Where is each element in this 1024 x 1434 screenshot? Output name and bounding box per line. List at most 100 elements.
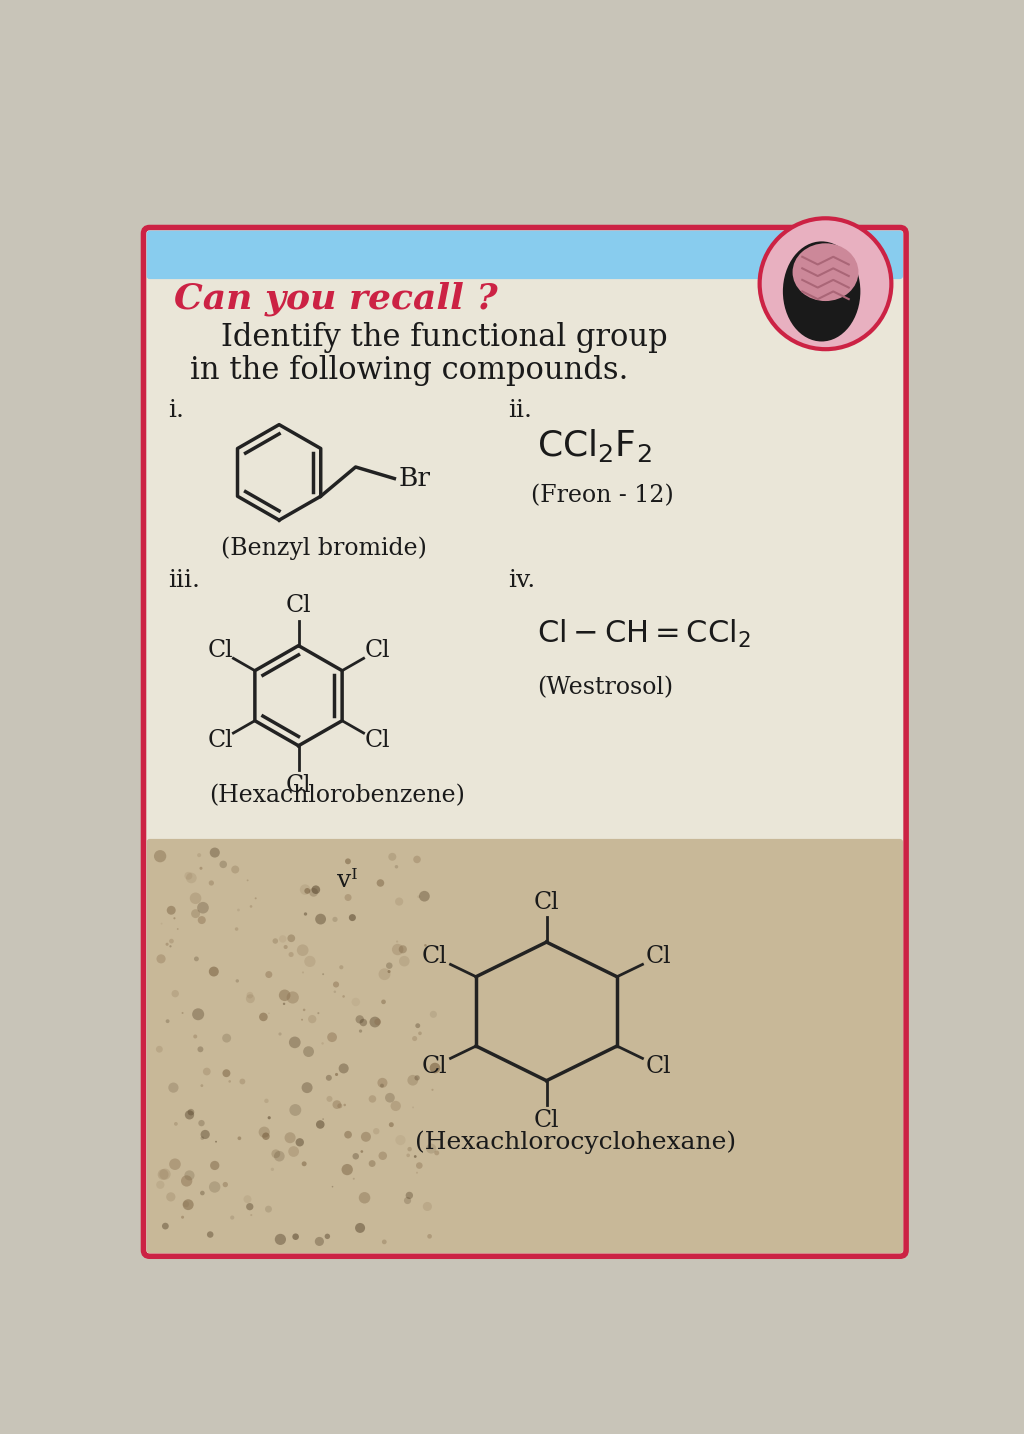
Circle shape: [355, 1223, 366, 1233]
Circle shape: [169, 1159, 181, 1170]
Circle shape: [415, 1076, 420, 1080]
Circle shape: [182, 1200, 189, 1207]
Circle shape: [173, 918, 175, 919]
Text: (Benzyl bromide): (Benzyl bromide): [221, 536, 427, 559]
Circle shape: [427, 1235, 432, 1239]
Circle shape: [285, 1133, 296, 1143]
Circle shape: [414, 1156, 417, 1157]
Circle shape: [332, 1186, 333, 1187]
Circle shape: [177, 928, 178, 929]
Circle shape: [259, 1127, 269, 1137]
Circle shape: [230, 1216, 234, 1220]
Circle shape: [314, 1238, 324, 1246]
Circle shape: [288, 1146, 299, 1157]
Circle shape: [157, 954, 166, 964]
FancyBboxPatch shape: [146, 231, 903, 280]
Circle shape: [373, 1129, 380, 1134]
Circle shape: [270, 1167, 274, 1172]
Circle shape: [290, 1104, 301, 1116]
Circle shape: [303, 1047, 314, 1057]
Circle shape: [352, 1153, 359, 1160]
Circle shape: [385, 1093, 395, 1103]
Circle shape: [279, 1032, 282, 1035]
Circle shape: [394, 865, 398, 869]
Circle shape: [416, 1024, 420, 1028]
Circle shape: [259, 1012, 267, 1021]
Circle shape: [156, 1045, 163, 1053]
Circle shape: [389, 1123, 394, 1127]
Circle shape: [430, 1063, 440, 1073]
Text: Cl: Cl: [422, 945, 447, 968]
Circle shape: [378, 1078, 387, 1088]
Circle shape: [201, 1084, 204, 1087]
Circle shape: [228, 1080, 231, 1083]
Circle shape: [303, 1008, 305, 1011]
Circle shape: [344, 893, 351, 901]
Circle shape: [311, 885, 321, 893]
Circle shape: [284, 945, 288, 949]
Circle shape: [194, 956, 199, 961]
Circle shape: [240, 1078, 246, 1084]
Circle shape: [174, 1121, 178, 1126]
Circle shape: [166, 1192, 175, 1202]
Circle shape: [222, 1182, 228, 1187]
Circle shape: [200, 1190, 205, 1196]
Circle shape: [166, 1020, 170, 1022]
Circle shape: [416, 1163, 423, 1169]
Circle shape: [358, 1192, 371, 1203]
Circle shape: [387, 969, 390, 974]
Text: Cl: Cl: [286, 774, 311, 797]
Circle shape: [162, 1223, 169, 1229]
Circle shape: [416, 1172, 418, 1173]
Circle shape: [198, 1047, 204, 1053]
Circle shape: [160, 1169, 171, 1180]
Circle shape: [193, 1008, 204, 1020]
Circle shape: [344, 1131, 352, 1139]
Text: i.: i.: [168, 399, 184, 422]
Text: Cl: Cl: [534, 891, 559, 913]
Circle shape: [403, 1197, 411, 1205]
Circle shape: [198, 853, 201, 858]
Text: Cl: Cl: [646, 945, 672, 968]
Text: iv.: iv.: [508, 569, 535, 592]
Circle shape: [209, 1182, 220, 1193]
Circle shape: [369, 1096, 376, 1103]
Circle shape: [255, 898, 257, 899]
Circle shape: [181, 1176, 193, 1186]
Text: Identify the functional group: Identify the functional group: [221, 323, 668, 353]
Circle shape: [334, 991, 336, 992]
Circle shape: [360, 1150, 364, 1153]
Circle shape: [382, 1239, 387, 1245]
Circle shape: [279, 989, 291, 1001]
Circle shape: [408, 1076, 418, 1086]
Circle shape: [302, 1162, 306, 1166]
Circle shape: [304, 956, 315, 967]
Circle shape: [418, 1031, 422, 1035]
Circle shape: [279, 935, 287, 942]
Circle shape: [194, 1034, 198, 1038]
Circle shape: [210, 847, 220, 858]
Circle shape: [431, 1088, 433, 1091]
Text: in the following compounds.: in the following compounds.: [190, 356, 629, 386]
Circle shape: [412, 1035, 417, 1041]
Circle shape: [186, 873, 197, 883]
Text: (Hexachlorocyclohexane): (Hexachlorocyclohexane): [415, 1130, 736, 1154]
Circle shape: [302, 971, 304, 974]
Circle shape: [182, 1199, 194, 1210]
Circle shape: [396, 941, 398, 942]
Circle shape: [355, 1015, 364, 1024]
Circle shape: [353, 1177, 354, 1180]
Circle shape: [184, 872, 193, 880]
Circle shape: [395, 1134, 406, 1146]
Text: iii.: iii.: [168, 569, 201, 592]
Circle shape: [375, 1018, 381, 1025]
Circle shape: [328, 1032, 337, 1043]
Circle shape: [342, 995, 345, 998]
Circle shape: [191, 909, 200, 918]
Circle shape: [302, 1083, 312, 1093]
Circle shape: [222, 1034, 231, 1043]
Circle shape: [399, 956, 410, 967]
Circle shape: [300, 885, 310, 895]
Circle shape: [408, 1147, 412, 1152]
Text: Br: Br: [398, 466, 430, 490]
